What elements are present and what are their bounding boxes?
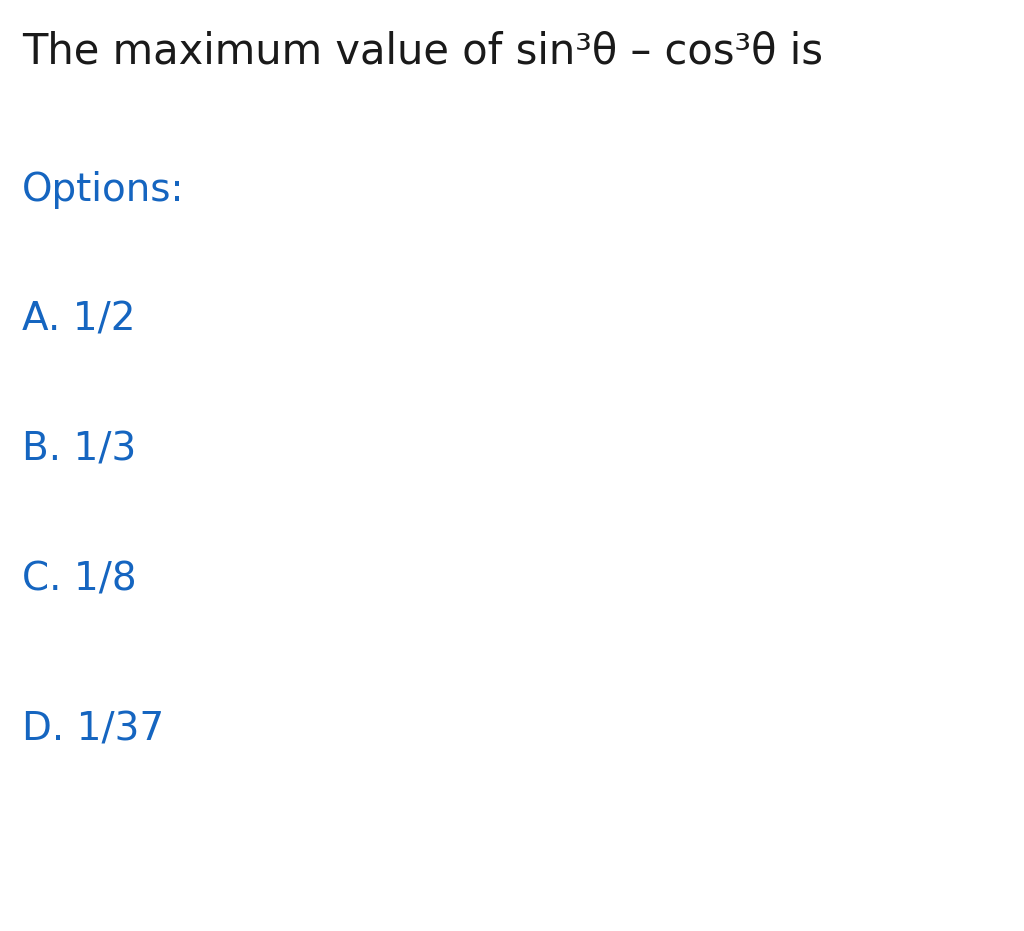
Text: C. 1/8: C. 1/8 <box>22 561 136 599</box>
Text: B. 1/3: B. 1/3 <box>22 431 136 469</box>
Text: The maximum value of sin³θ – cos³θ is: The maximum value of sin³θ – cos³θ is <box>22 31 823 73</box>
Text: A. 1/2: A. 1/2 <box>22 301 135 339</box>
Text: D. 1/37: D. 1/37 <box>22 711 164 749</box>
Text: Options:: Options: <box>22 171 184 209</box>
